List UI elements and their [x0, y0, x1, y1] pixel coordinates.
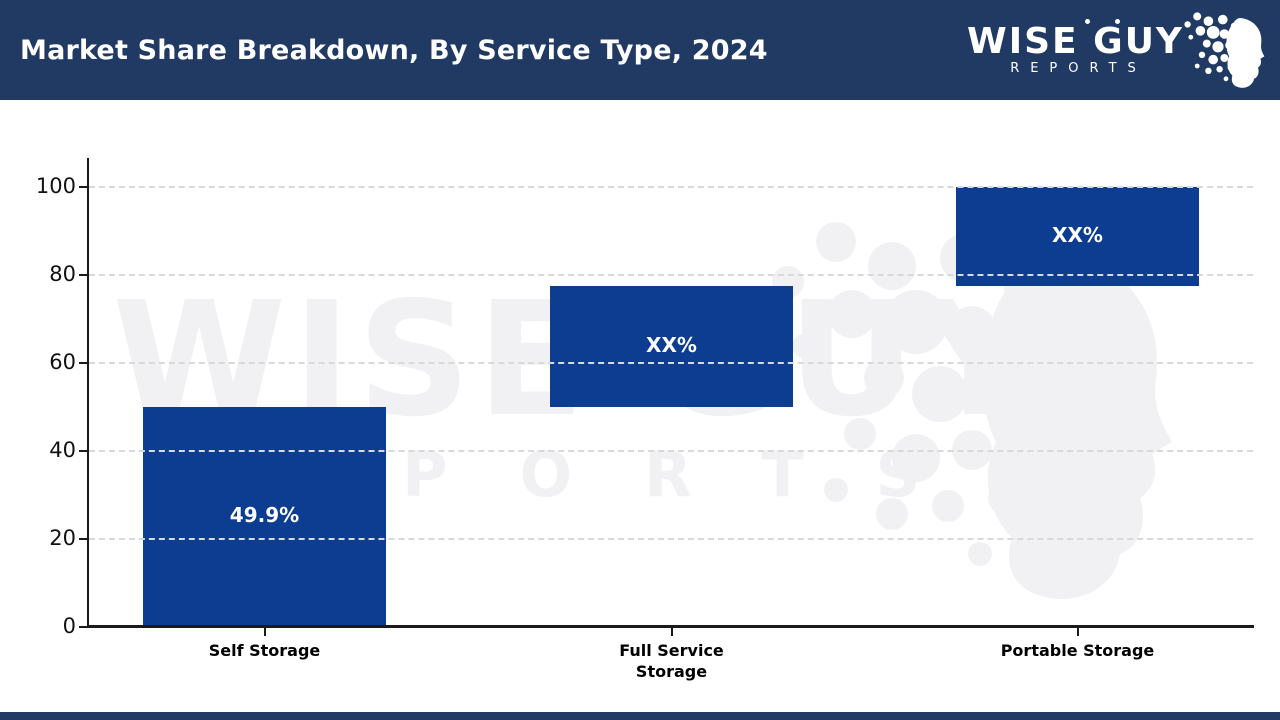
- gridline: [89, 450, 1253, 452]
- x-category-label: Full Service Storage: [512, 640, 832, 682]
- logo-face-icon: [1184, 12, 1265, 88]
- gridline: [89, 186, 1253, 188]
- y-tick-label: 60: [49, 350, 76, 374]
- header-bar: Market Share Breakdown, By Service Type,…: [0, 0, 1280, 100]
- y-tick-mark: [79, 450, 87, 452]
- y-tick-mark: [79, 274, 87, 276]
- gridline: [89, 538, 1253, 540]
- x-category-label-line: Self Storage: [208, 641, 321, 660]
- x-axis-line: [87, 625, 1254, 628]
- logo-dot-icon: [1084, 19, 1090, 24]
- bar-value-label: 49.9%: [229, 503, 300, 528]
- y-axis-line: [87, 158, 89, 628]
- gridline: [89, 274, 1253, 276]
- x-category-label-line: Full Service: [619, 641, 724, 660]
- y-tick-mark: [79, 186, 87, 188]
- bar-value-label: XX%: [1052, 222, 1103, 247]
- x-category-label: Portable Storage: [918, 640, 1238, 661]
- x-tick-mark: [263, 628, 266, 636]
- wise-guy-logo: WISE GUY REPORTS: [967, 8, 1280, 92]
- bar-segment: [550, 286, 793, 408]
- gridline: [89, 362, 1253, 364]
- y-tick-label: 100: [35, 174, 76, 198]
- bar-segment: [143, 407, 386, 627]
- footer-bar: [0, 712, 1280, 720]
- x-tick-mark: [670, 628, 673, 636]
- x-category-label-line: Portable Storage: [1000, 641, 1155, 660]
- x-category-label-line: Storage: [635, 662, 708, 681]
- y-tick-label: 80: [49, 262, 76, 286]
- logo-text: WISE GUY REPORTS: [966, 19, 1184, 77]
- y-tick-mark: [79, 538, 87, 540]
- logo-subtitle: REPORTS: [1010, 61, 1147, 76]
- y-tick-label: 0: [62, 614, 76, 638]
- logo-dot-icon: [1114, 19, 1120, 24]
- y-tick-mark: [79, 626, 87, 628]
- logo-wordmark: WISE GUY: [966, 21, 1184, 62]
- bar-segment: [956, 187, 1199, 286]
- page-title: Market Share Breakdown, By Service Type,…: [20, 34, 768, 66]
- y-tick-mark: [79, 362, 87, 364]
- x-tick-mark: [1076, 628, 1079, 636]
- bar-value-label: XX%: [646, 332, 697, 357]
- y-tick-label: 20: [49, 526, 76, 550]
- x-category-label: Self Storage: [105, 640, 425, 661]
- y-tick-label: 40: [49, 438, 76, 462]
